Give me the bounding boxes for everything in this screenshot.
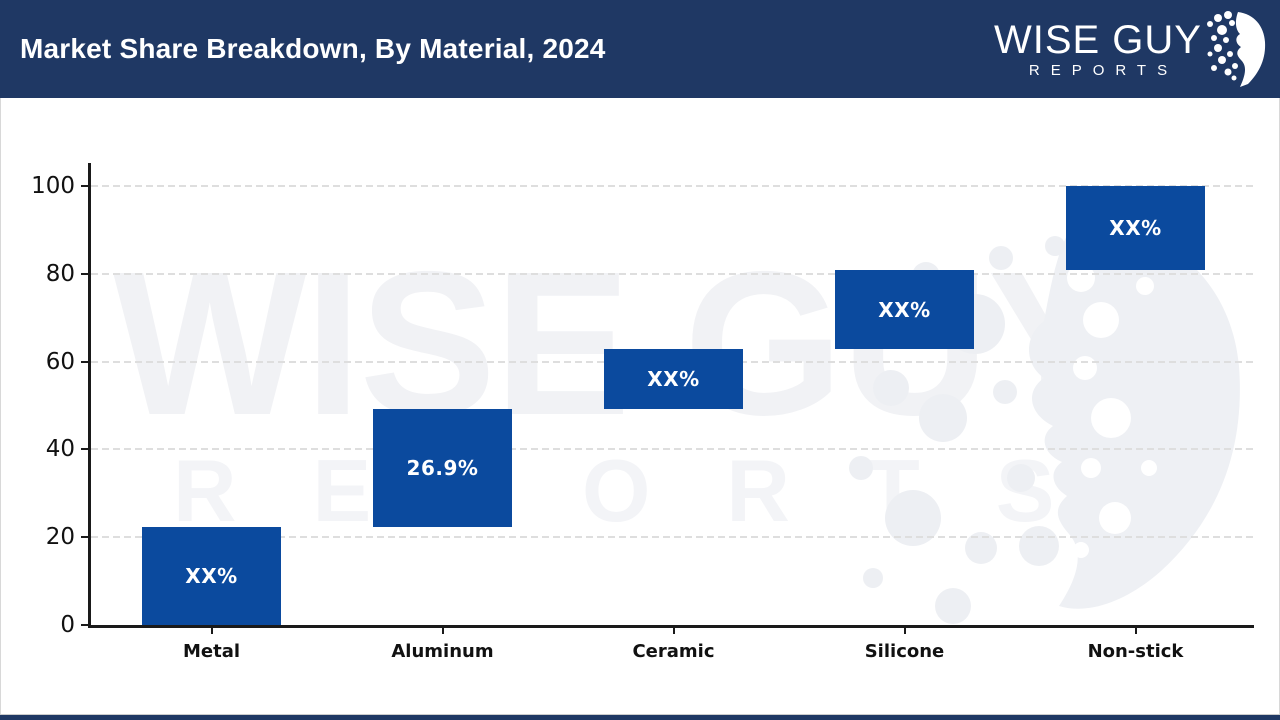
wiseguy-face-icon: [1207, 11, 1266, 87]
gridline: [91, 185, 1254, 187]
wise-guy-logo: WISE GUY REPORTS: [994, 4, 1268, 94]
plot-area: 0 20 40 60 80 100 XX% Metal 26.9% Aluminum XX% Cera…: [1, 98, 1279, 714]
gridline: [91, 448, 1254, 451]
y-tick-label: 20: [45, 524, 75, 551]
y-tick-label: 60: [45, 348, 75, 375]
bar-aluminum: 26.9%: [373, 408, 512, 527]
gridline: [91, 536, 1254, 539]
watermark-face-icon: [845, 223, 1240, 624]
chart-title: Market Share Breakdown, By Material, 202…: [20, 33, 606, 64]
gridline: [91, 272, 1254, 275]
x-category-label: Silicone: [864, 641, 945, 662]
footer-divider: [0, 714, 1280, 715]
bar-value-label: XX%: [647, 366, 700, 391]
logo-wordmark: WISE GUY: [993, 18, 1202, 62]
x-category-label: Non-stick: [1087, 641, 1184, 662]
y-tick: [81, 272, 88, 275]
x-tick: [1134, 628, 1137, 634]
y-tick: [81, 360, 88, 363]
y-tick-label: 80: [45, 260, 75, 287]
x-category-label: Metal: [182, 641, 241, 662]
x-tick: [672, 628, 675, 634]
y-tick-label: 100: [31, 173, 75, 199]
bar-metal: XX%: [142, 526, 281, 625]
header-bar: Market Share Breakdown, By Material, 202…: [0, 0, 1280, 98]
x-tick: [210, 628, 213, 634]
bar-value-label: XX%: [878, 297, 931, 322]
y-tick: [81, 536, 88, 539]
y-tick: [81, 185, 88, 187]
y-axis-spine: [88, 163, 91, 628]
bar-nonstick: XX%: [1066, 186, 1205, 271]
y-tick: [81, 624, 88, 626]
bar-value-label: XX%: [185, 563, 238, 588]
x-tick: [441, 628, 444, 634]
bar-ceramic: XX%: [604, 349, 743, 409]
y-tick: [81, 448, 88, 451]
bar-silicone: XX%: [835, 270, 974, 350]
bar-value-label: XX%: [1109, 216, 1162, 241]
footer-bar: [0, 715, 1280, 720]
x-tick: [903, 628, 906, 634]
logo-text: WISE GUY REPORTS: [994, 18, 1202, 80]
y-tick-label: 40: [45, 436, 75, 463]
chart-section: WISE GUY REPORTS 0 20 40 60 80 100 XX% Metal 26.…: [0, 98, 1280, 714]
x-axis-spine: [88, 625, 1254, 628]
x-category-label: Aluminum: [391, 641, 494, 662]
x-category-label: Ceramic: [632, 641, 715, 662]
bar-value-label: 26.9%: [406, 455, 479, 480]
y-tick-label: 0: [60, 612, 75, 638]
logo-subtitle: REPORTS: [1028, 62, 1179, 79]
